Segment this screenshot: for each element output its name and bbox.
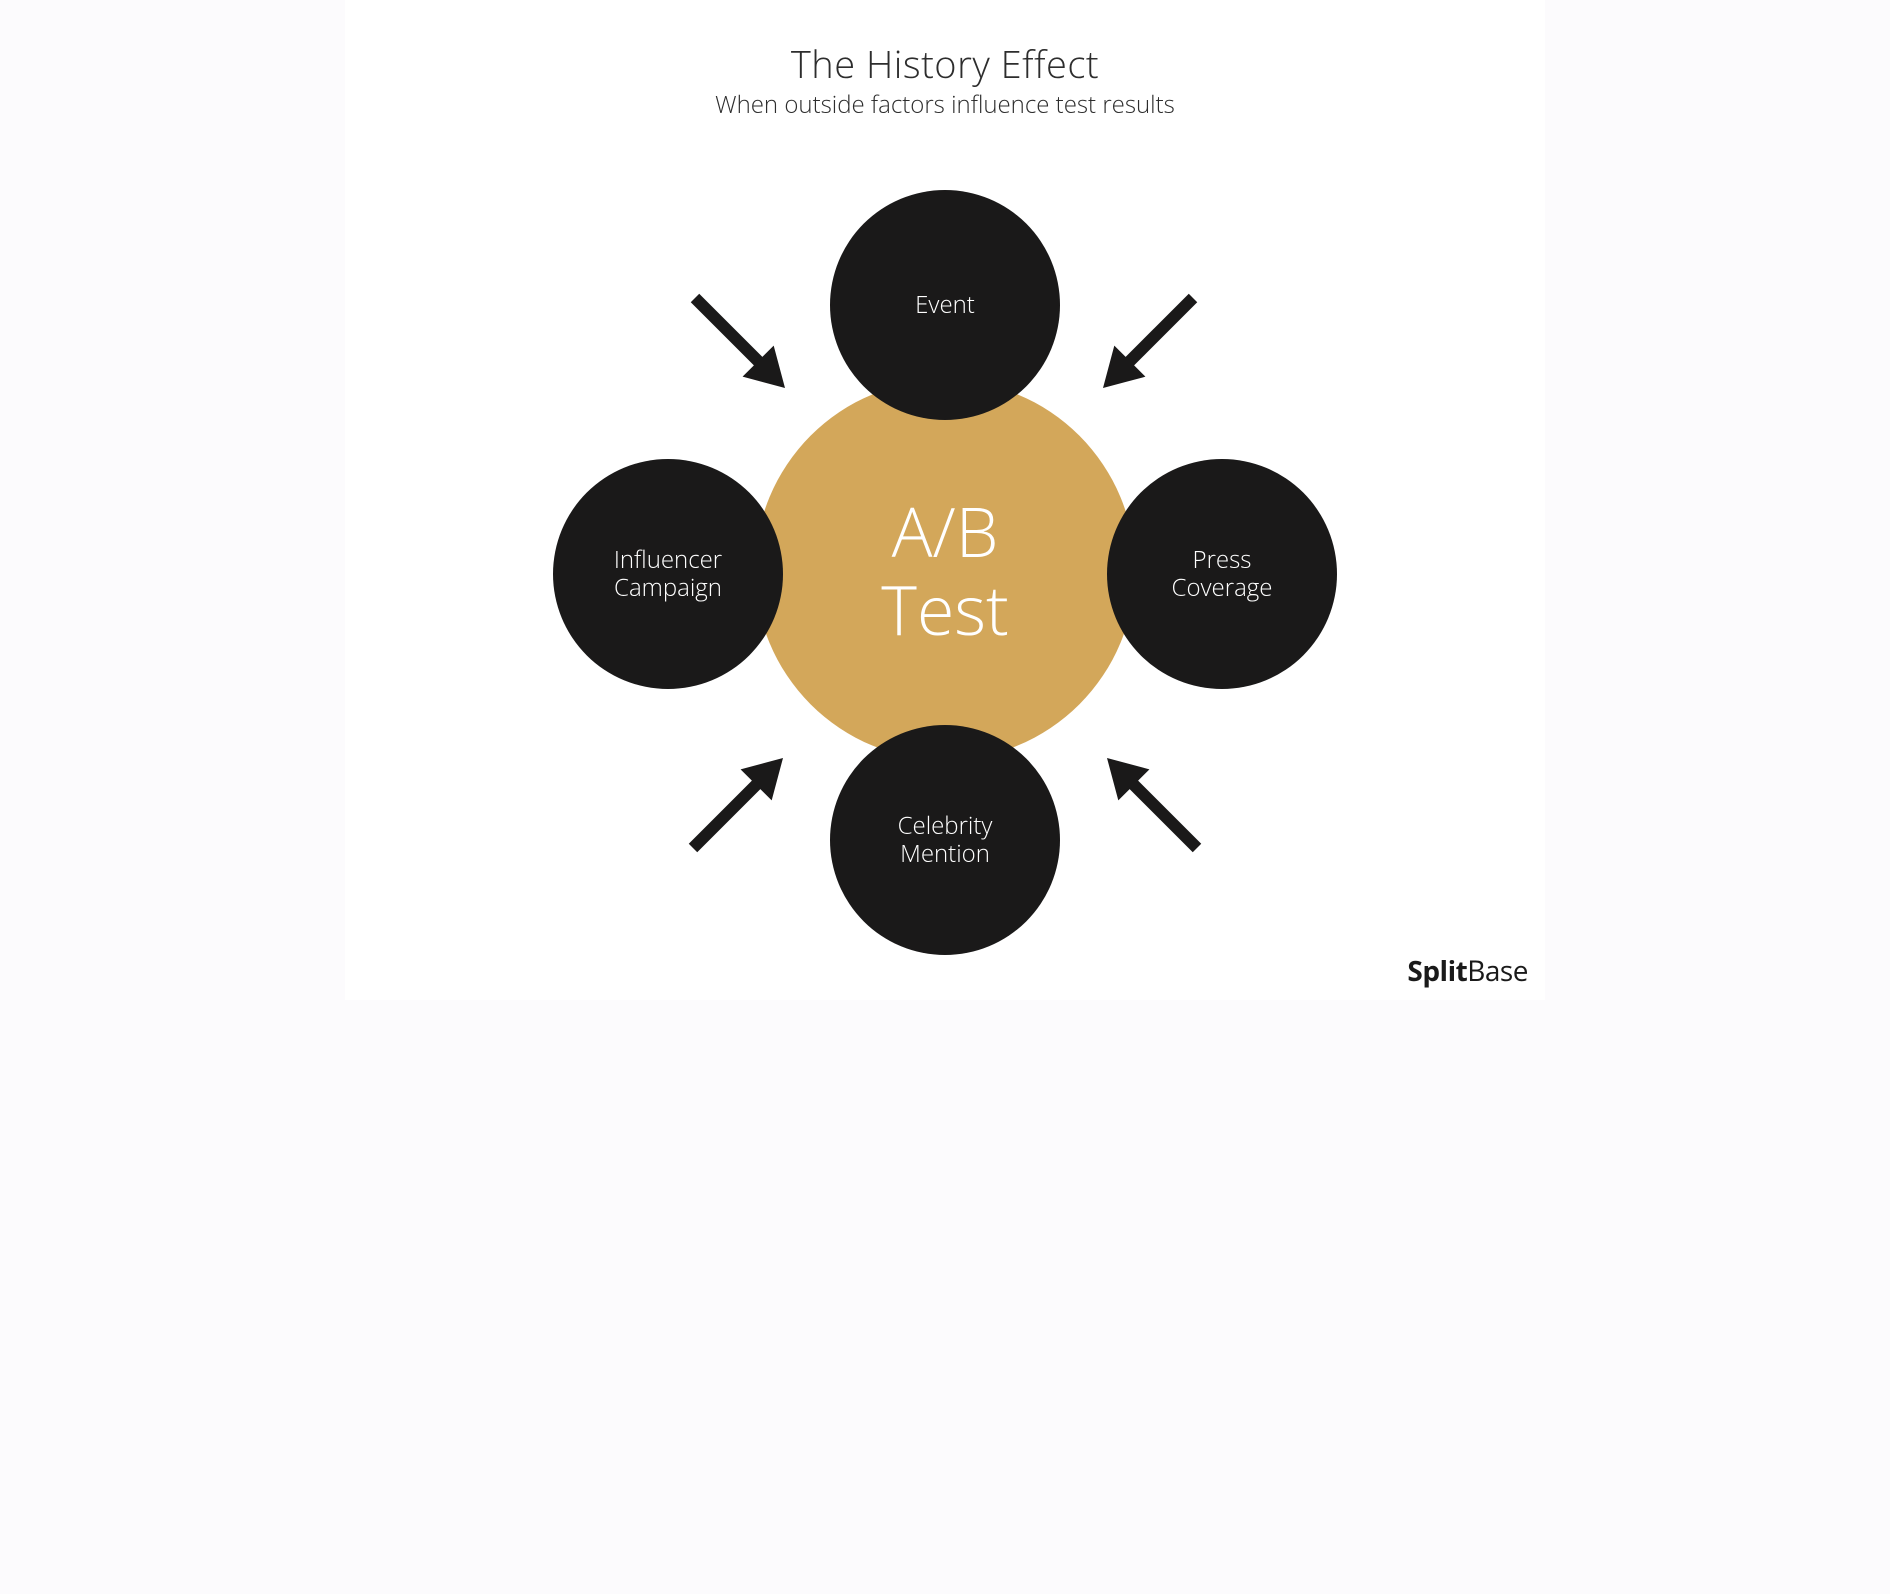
outer-node-label: Press Coverage: [1172, 546, 1273, 601]
label-line2: Coverage: [1172, 571, 1273, 604]
arrow-br: [1107, 758, 1201, 852]
outer-node-press: Press Coverage: [1107, 459, 1337, 689]
arrow-bl: [689, 758, 783, 852]
outer-node-label: Influencer Campaign: [614, 546, 722, 601]
outer-node-event: Event: [830, 190, 1060, 420]
diagram-subtitle: When outside factors influence test resu…: [715, 88, 1175, 121]
label-line1: Event: [915, 288, 975, 321]
center-node-ab-test: A/B Test: [755, 380, 1135, 760]
diagram-canvas: The History Effect When outside factors …: [345, 0, 1545, 1000]
label-line2: Campaign: [614, 571, 722, 604]
center-label-line2: Test: [881, 562, 1008, 655]
brand-part1: Split: [1407, 952, 1467, 990]
outer-node-label: Event: [915, 291, 975, 319]
arrow-tl: [691, 294, 785, 388]
diagram-title: The History Effect: [791, 38, 1099, 90]
arrow-tr: [1103, 294, 1197, 388]
outer-node-influencer: Influencer Campaign: [553, 459, 783, 689]
outer-node-label: Celebrity Mention: [898, 812, 993, 867]
center-node-label: A/B Test: [881, 492, 1008, 648]
outer-node-celebrity: Celebrity Mention: [830, 725, 1060, 955]
brand-part2: Base: [1467, 952, 1528, 990]
label-line2: Mention: [900, 837, 990, 870]
brand-logo: SplitBase: [1407, 952, 1528, 990]
